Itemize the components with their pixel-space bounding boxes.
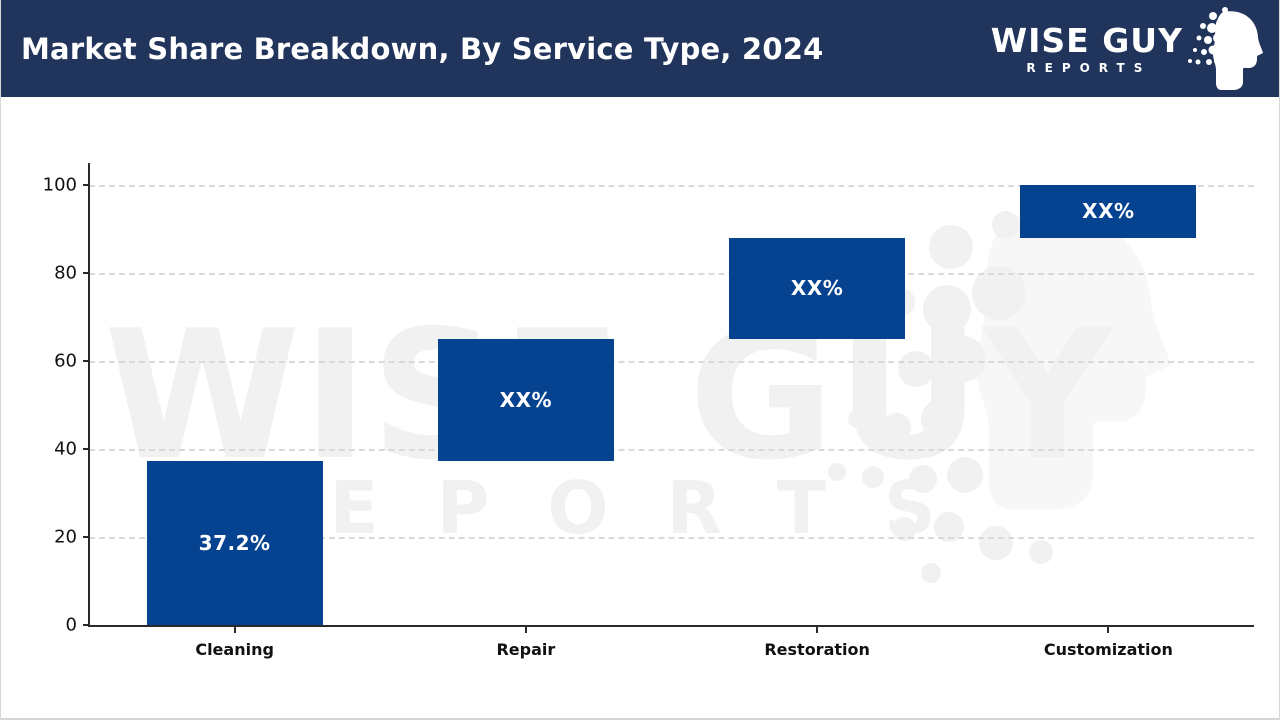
dotted-head-profile-icon <box>1185 4 1263 94</box>
y-tick-label-60: 60 <box>54 350 77 372</box>
y-tick-label-40: 40 <box>54 438 77 460</box>
y-tick-label-100: 100 <box>42 174 77 196</box>
gridline-y-80 <box>89 273 1254 275</box>
gridline-y-20 <box>89 537 1254 539</box>
bar-value-label: XX% <box>1082 199 1135 224</box>
y-tick-label-80: 80 <box>54 262 77 284</box>
x-tick-restoration <box>816 627 819 633</box>
bar-restoration: XX% <box>729 237 906 339</box>
bar-value-label: XX% <box>499 388 553 413</box>
y-tick-80 <box>83 272 90 274</box>
x-axis-line <box>88 625 1254 627</box>
y-axis-line <box>88 163 90 627</box>
x-tick-repair <box>524 627 527 633</box>
x-tick-cleaning <box>233 627 236 633</box>
bar-cleaning: 37.2% <box>146 461 323 625</box>
category-label-customization: Customization <box>1043 640 1173 659</box>
gridline-y-40 <box>89 449 1254 451</box>
logo-subtitle: REPORTS <box>1026 60 1152 75</box>
bar-customization: XX% <box>1020 185 1197 238</box>
gridline-y-60 <box>89 361 1254 363</box>
watermark-subtitle: REPORTS <box>216 466 994 550</box>
bar-value-label: XX% <box>790 276 844 301</box>
y-tick-20 <box>83 536 90 538</box>
wise-guy-logo: WISE GUY REPORTS <box>991 4 1263 94</box>
y-tick-40 <box>83 448 90 450</box>
chart-title: Market Share Breakdown, By Service Type,… <box>21 31 824 66</box>
y-tick-100 <box>83 184 90 186</box>
gridline-y-100 <box>89 185 1254 187</box>
plot-area: WISE GUY REPORTS 0 20 40 60 80 100 37.2% Cleani… <box>1 97 1279 718</box>
y-tick-label-0: 0 <box>65 614 77 636</box>
category-label-restoration: Restoration <box>764 640 870 659</box>
bar-value-label: 37.2% <box>198 531 271 556</box>
y-tick-0 <box>83 624 90 626</box>
category-label-cleaning: Cleaning <box>195 640 274 659</box>
logo-wordmark: WISE GUY <box>990 20 1183 60</box>
header-bar: Market Share Breakdown, By Service Type,… <box>1 0 1279 97</box>
x-tick-customization <box>1107 627 1110 633</box>
bar-repair: XX% <box>437 339 614 462</box>
y-tick-label-20: 20 <box>54 526 77 548</box>
category-label-repair: Repair <box>496 640 556 659</box>
y-tick-60 <box>83 360 90 362</box>
